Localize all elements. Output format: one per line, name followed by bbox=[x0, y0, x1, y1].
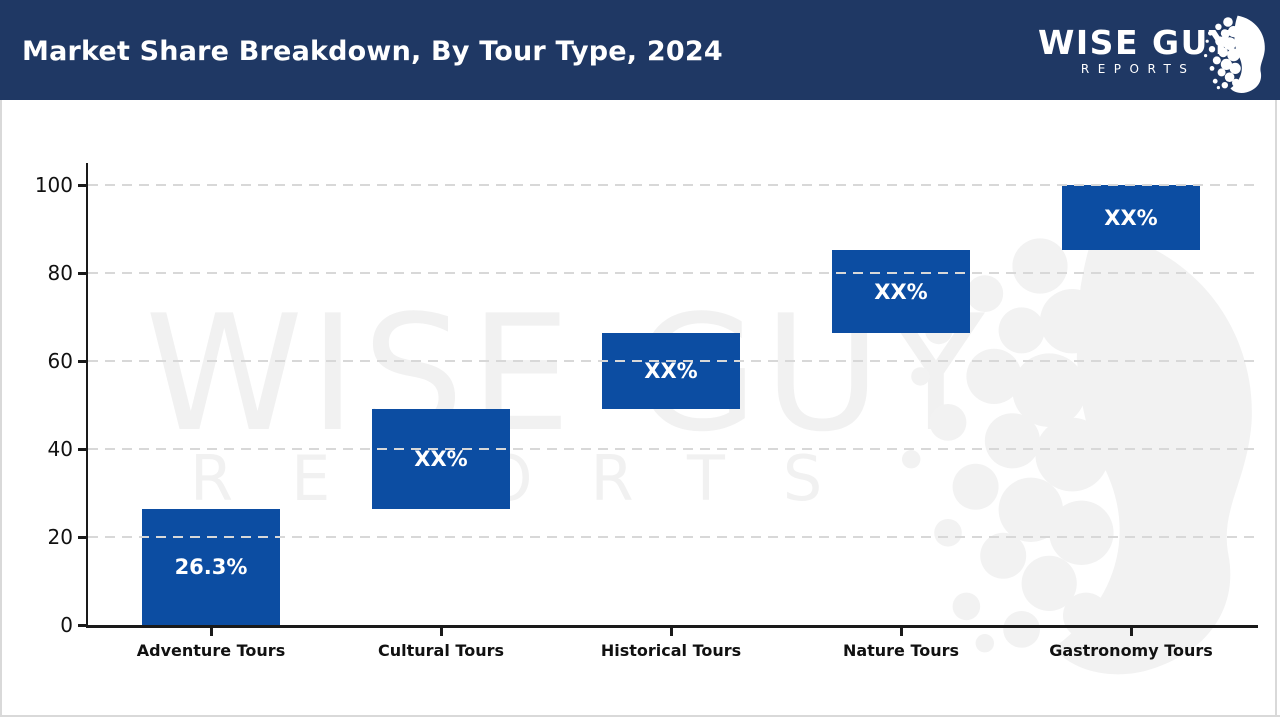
x-tick bbox=[440, 627, 443, 636]
y-tick-label: 60 bbox=[47, 349, 73, 373]
x-tick-label-cultural-tours: Cultural Tours bbox=[378, 641, 504, 660]
logo-subtitle: REPORTS bbox=[1080, 62, 1196, 76]
y-tick-label: 20 bbox=[47, 525, 73, 549]
wise-guy-logo: WISE GUY REPORTS bbox=[1014, 12, 1265, 94]
x-tick bbox=[210, 627, 213, 636]
x-tick bbox=[900, 627, 903, 636]
x-tick bbox=[670, 627, 673, 636]
x-tick-label-adventure-tours: Adventure Tours bbox=[136, 641, 286, 660]
gridline-100 bbox=[88, 184, 1258, 186]
bar-cultural-tours bbox=[372, 408, 510, 510]
x-tick-label-historical-tours: Historical Tours bbox=[600, 641, 742, 660]
card-border-bottom bbox=[0, 715, 1280, 717]
y-tick-60 bbox=[78, 360, 87, 363]
x-tick bbox=[1130, 627, 1133, 636]
y-tick-label: 100 bbox=[34, 173, 73, 197]
waterfall-chart: 26.3% XX% XX% XX% XX% 0 20 40 60 80 100 Adventure T… bbox=[0, 100, 1280, 720]
gridline-40 bbox=[88, 448, 1258, 450]
card-border-right bbox=[1275, 100, 1277, 716]
gridline-60 bbox=[88, 360, 1258, 362]
y-tick-0 bbox=[78, 624, 87, 627]
x-axis-line bbox=[85, 625, 1258, 628]
gridline-20 bbox=[88, 536, 1258, 538]
y-tick-label: 0 bbox=[60, 613, 73, 637]
bar-adventure-tours bbox=[142, 509, 280, 625]
x-tick-label-nature-tours: Nature Tours bbox=[842, 641, 960, 660]
bar-value-label: XX% bbox=[1104, 205, 1158, 230]
y-tick-label: 80 bbox=[47, 261, 73, 285]
bar-value-label: XX% bbox=[414, 446, 468, 471]
bar-value-label: XX% bbox=[644, 358, 698, 383]
bar-gastronomy-tours bbox=[1062, 185, 1200, 251]
bar-historical-tours bbox=[602, 333, 740, 409]
y-tick-label: 40 bbox=[47, 437, 73, 461]
y-axis-line bbox=[85, 163, 88, 627]
logo-head-icon bbox=[1204, 15, 1265, 94]
card-border-left bbox=[0, 100, 2, 716]
page-title: Market Share Breakdown, By Tour Type, 20… bbox=[22, 36, 723, 67]
header: Market Share Breakdown, By Tour Type, 20… bbox=[0, 0, 1280, 100]
logo-text: WISE GUY REPORTS bbox=[1038, 26, 1234, 76]
bar-nature-tours bbox=[832, 250, 970, 334]
y-tick-100 bbox=[78, 184, 87, 187]
y-tick-20 bbox=[78, 536, 87, 539]
bar-value-label: XX% bbox=[874, 279, 928, 304]
y-tick-40 bbox=[78, 448, 87, 451]
logo-wordmark: WISE GUY bbox=[1038, 23, 1235, 62]
x-tick-label-gastronomy-tours: Gastronomy Tours bbox=[1049, 641, 1213, 660]
gridline-80 bbox=[88, 272, 1258, 274]
watermark-head-icon bbox=[902, 229, 1252, 675]
y-tick-80 bbox=[78, 272, 87, 275]
bar-value-label: 26.3% bbox=[174, 555, 248, 580]
